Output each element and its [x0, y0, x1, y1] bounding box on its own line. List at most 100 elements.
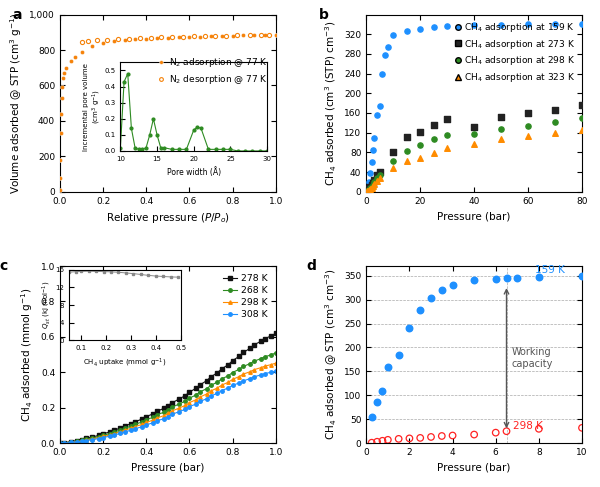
278 K: [121, 423, 128, 429]
298 K: [106, 432, 113, 438]
Point: [404, 324, 414, 332]
Point: [372, 177, 382, 185]
298 K: [61, 440, 68, 446]
308 K: [100, 434, 107, 440]
278 K: [268, 333, 275, 338]
268 K: [78, 437, 85, 443]
308 K: [246, 376, 253, 382]
Point: [375, 168, 385, 176]
N$_2$ desorption @ 77 K: [223, 33, 230, 38]
298 K: [268, 362, 275, 368]
298 K: [175, 405, 182, 411]
N$_2$ desorption @ 77 K: [266, 32, 273, 37]
Point: [372, 112, 382, 119]
N$_2$ adsorption @ 77 K: [110, 38, 118, 44]
308 K: [95, 436, 103, 442]
268 K: [272, 350, 280, 356]
298 K: [262, 363, 269, 369]
298 K: [169, 408, 176, 414]
Line: 268 K: 268 K: [58, 351, 277, 445]
X-axis label: Pressure (bar): Pressure (bar): [437, 211, 511, 221]
Point: [377, 70, 387, 77]
298 K: [149, 417, 157, 423]
298 K: [272, 360, 280, 366]
278 K: [56, 440, 64, 446]
268 K: [262, 354, 269, 360]
Point: [502, 274, 511, 282]
278 K: [186, 389, 193, 395]
268 K: [246, 361, 253, 367]
Point: [365, 169, 375, 177]
278 K: [82, 435, 89, 441]
268 K: [56, 440, 64, 446]
Point: [365, 184, 375, 191]
Point: [368, 183, 378, 190]
Point: [550, 118, 560, 126]
Point: [380, 51, 390, 59]
Point: [368, 146, 378, 154]
Point: [367, 158, 376, 166]
278 K: [224, 362, 232, 368]
N$_2$ adsorption @ 77 K: [57, 157, 64, 163]
Point: [502, 427, 511, 435]
268 K: [160, 410, 167, 415]
Point: [429, 121, 439, 129]
N$_2$ desorption @ 77 K: [201, 33, 208, 39]
308 K: [132, 426, 139, 431]
268 K: [169, 404, 176, 410]
268 K: [186, 395, 193, 401]
Point: [437, 432, 446, 440]
308 K: [67, 440, 74, 446]
Point: [577, 114, 587, 122]
Point: [496, 135, 506, 143]
N$_2$ adsorption @ 77 K: [89, 43, 96, 49]
298 K: [235, 374, 242, 379]
298 K: [214, 385, 221, 391]
308 K: [257, 372, 264, 378]
308 K: [160, 416, 167, 422]
Line: N$_2$ adsorption @ 77 K: N$_2$ adsorption @ 77 K: [58, 33, 278, 192]
268 K: [229, 370, 236, 375]
308 K: [149, 420, 157, 426]
298 K: [78, 438, 85, 444]
298 K: [240, 371, 247, 377]
X-axis label: Pressure (bar): Pressure (bar): [437, 463, 511, 472]
X-axis label: Pressure (bar): Pressure (bar): [131, 463, 205, 472]
N$_2$ adsorption @ 77 K: [63, 65, 70, 71]
Point: [375, 171, 385, 179]
Y-axis label: CH$_4$ adsorbed (cm$^3$ (STP) cm$^{-3}$): CH$_4$ adsorbed (cm$^3$ (STP) cm$^{-3}$): [323, 20, 338, 186]
N$_2$ adsorption @ 77 K: [272, 32, 280, 37]
308 K: [78, 438, 85, 444]
Text: c: c: [0, 259, 8, 273]
Point: [402, 27, 412, 35]
278 K: [175, 396, 182, 402]
Point: [496, 21, 506, 29]
308 K: [197, 398, 204, 404]
N$_2$ desorption @ 77 K: [85, 38, 92, 44]
278 K: [197, 382, 204, 388]
308 K: [240, 378, 247, 384]
Point: [426, 294, 436, 301]
N$_2$ adsorption @ 77 K: [121, 37, 128, 43]
308 K: [182, 407, 189, 412]
278 K: [160, 406, 167, 412]
268 K: [61, 440, 68, 446]
Point: [496, 113, 506, 121]
268 K: [164, 407, 172, 413]
308 K: [262, 371, 269, 376]
Point: [383, 436, 392, 444]
268 K: [208, 382, 215, 388]
N$_2$ adsorption @ 77 K: [56, 175, 64, 181]
N$_2$ desorption @ 77 K: [158, 35, 165, 40]
278 K: [257, 338, 264, 344]
Point: [577, 126, 587, 133]
Point: [448, 281, 457, 289]
Point: [523, 20, 533, 28]
Point: [442, 145, 452, 152]
298 K: [203, 391, 210, 397]
N$_2$ adsorption @ 77 K: [197, 34, 204, 39]
268 K: [117, 427, 124, 433]
268 K: [182, 398, 189, 404]
N$_2$ desorption @ 77 K: [179, 34, 187, 39]
278 K: [128, 421, 135, 427]
